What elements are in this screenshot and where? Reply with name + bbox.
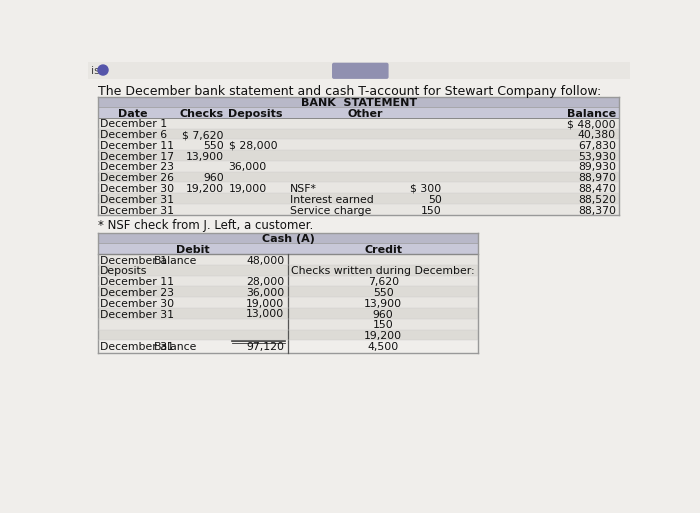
Text: 36,000: 36,000 <box>228 163 267 172</box>
Text: Other: Other <box>348 109 384 119</box>
Text: 19,000: 19,000 <box>228 184 267 194</box>
Text: The December bank statement and cash T-account for Stewart Company follow:: The December bank statement and cash T-a… <box>98 85 601 97</box>
Bar <box>98 107 620 118</box>
Bar <box>98 193 620 204</box>
Text: Date: Date <box>118 109 148 119</box>
Text: Saved: Saved <box>343 66 377 75</box>
Text: Balance: Balance <box>154 342 197 352</box>
Text: December 31: December 31 <box>100 309 174 320</box>
Text: December 17: December 17 <box>100 152 174 162</box>
Bar <box>88 62 630 78</box>
Text: Checks: Checks <box>179 109 223 119</box>
Bar <box>98 254 478 265</box>
Text: Deposits: Deposits <box>228 109 282 119</box>
Text: is: is <box>90 66 99 76</box>
Text: 36,000: 36,000 <box>246 288 284 298</box>
Bar <box>98 319 478 329</box>
Bar <box>98 308 478 319</box>
Text: 89,930: 89,930 <box>578 163 616 172</box>
Circle shape <box>98 65 108 75</box>
Text: Debit: Debit <box>176 245 210 255</box>
Text: 48,000: 48,000 <box>246 255 284 266</box>
Bar <box>98 286 478 297</box>
Text: 88,520: 88,520 <box>578 195 616 205</box>
Text: Balance: Balance <box>154 255 197 266</box>
Text: 28,000: 28,000 <box>246 277 284 287</box>
Text: December 31: December 31 <box>100 206 174 215</box>
Text: Interest earned: Interest earned <box>290 195 374 205</box>
Bar <box>98 340 478 352</box>
Text: 88,970: 88,970 <box>578 173 616 183</box>
Text: 7,620: 7,620 <box>368 277 399 287</box>
Text: Deposits: Deposits <box>100 266 147 277</box>
Text: $ 48,000: $ 48,000 <box>568 120 616 129</box>
Text: 13,900: 13,900 <box>364 299 402 309</box>
Bar <box>98 297 478 308</box>
Text: 150: 150 <box>421 206 442 215</box>
Text: December 1: December 1 <box>100 120 167 129</box>
Bar <box>98 172 620 183</box>
Text: 97,120: 97,120 <box>246 342 284 352</box>
Text: 67,830: 67,830 <box>578 141 616 151</box>
Text: 40,380: 40,380 <box>578 130 616 140</box>
Text: December 11: December 11 <box>100 141 174 151</box>
Bar <box>98 275 478 286</box>
Bar <box>98 140 620 150</box>
Text: 150: 150 <box>373 320 393 330</box>
Text: Cash (A): Cash (A) <box>262 234 315 244</box>
Text: 88,470: 88,470 <box>578 184 616 194</box>
Bar <box>98 118 620 129</box>
Text: 550: 550 <box>203 141 224 151</box>
Text: December 30: December 30 <box>100 184 174 194</box>
Text: December 6: December 6 <box>100 130 167 140</box>
Text: $ 7,620: $ 7,620 <box>183 130 224 140</box>
Text: 960: 960 <box>203 173 224 183</box>
Bar <box>98 329 478 340</box>
Text: 960: 960 <box>373 309 393 320</box>
Text: $ 300: $ 300 <box>410 184 442 194</box>
Text: December 30: December 30 <box>100 299 174 309</box>
Text: BANK  STATEMENT: BANK STATEMENT <box>301 98 416 108</box>
Text: Service charge: Service charge <box>290 206 371 215</box>
Text: * NSF check from J. Left, a customer.: * NSF check from J. Left, a customer. <box>98 220 314 232</box>
Text: 53,930: 53,930 <box>578 152 616 162</box>
Text: 50: 50 <box>428 195 442 205</box>
Text: December 23: December 23 <box>100 288 174 298</box>
Text: 550: 550 <box>373 288 393 298</box>
Bar <box>98 150 620 161</box>
Bar <box>98 243 478 254</box>
Text: $ 28,000: $ 28,000 <box>228 141 277 151</box>
Bar <box>98 161 620 172</box>
Text: 13,900: 13,900 <box>186 152 224 162</box>
Text: Credit: Credit <box>364 245 402 255</box>
Text: 13,000: 13,000 <box>246 309 284 320</box>
Text: December 31: December 31 <box>100 342 174 352</box>
Bar <box>98 265 478 275</box>
Bar <box>98 183 620 193</box>
Bar <box>98 129 620 140</box>
Text: 19,000: 19,000 <box>246 299 284 309</box>
Text: NSF*: NSF* <box>290 184 316 194</box>
Bar <box>98 204 620 215</box>
FancyBboxPatch shape <box>332 63 389 79</box>
Text: 19,200: 19,200 <box>364 331 402 341</box>
Text: Balance: Balance <box>567 109 616 119</box>
Text: December 11: December 11 <box>100 277 174 287</box>
Text: December 1: December 1 <box>100 255 167 266</box>
Bar <box>98 233 478 243</box>
Text: December 26: December 26 <box>100 173 174 183</box>
Bar <box>98 97 620 107</box>
Text: 19,200: 19,200 <box>186 184 224 194</box>
Text: 4,500: 4,500 <box>368 342 399 352</box>
Text: i: i <box>101 67 105 77</box>
Text: December 31: December 31 <box>100 195 174 205</box>
Text: 88,370: 88,370 <box>578 206 616 215</box>
Text: Checks written during December:: Checks written during December: <box>291 266 475 277</box>
Text: December 23: December 23 <box>100 163 174 172</box>
